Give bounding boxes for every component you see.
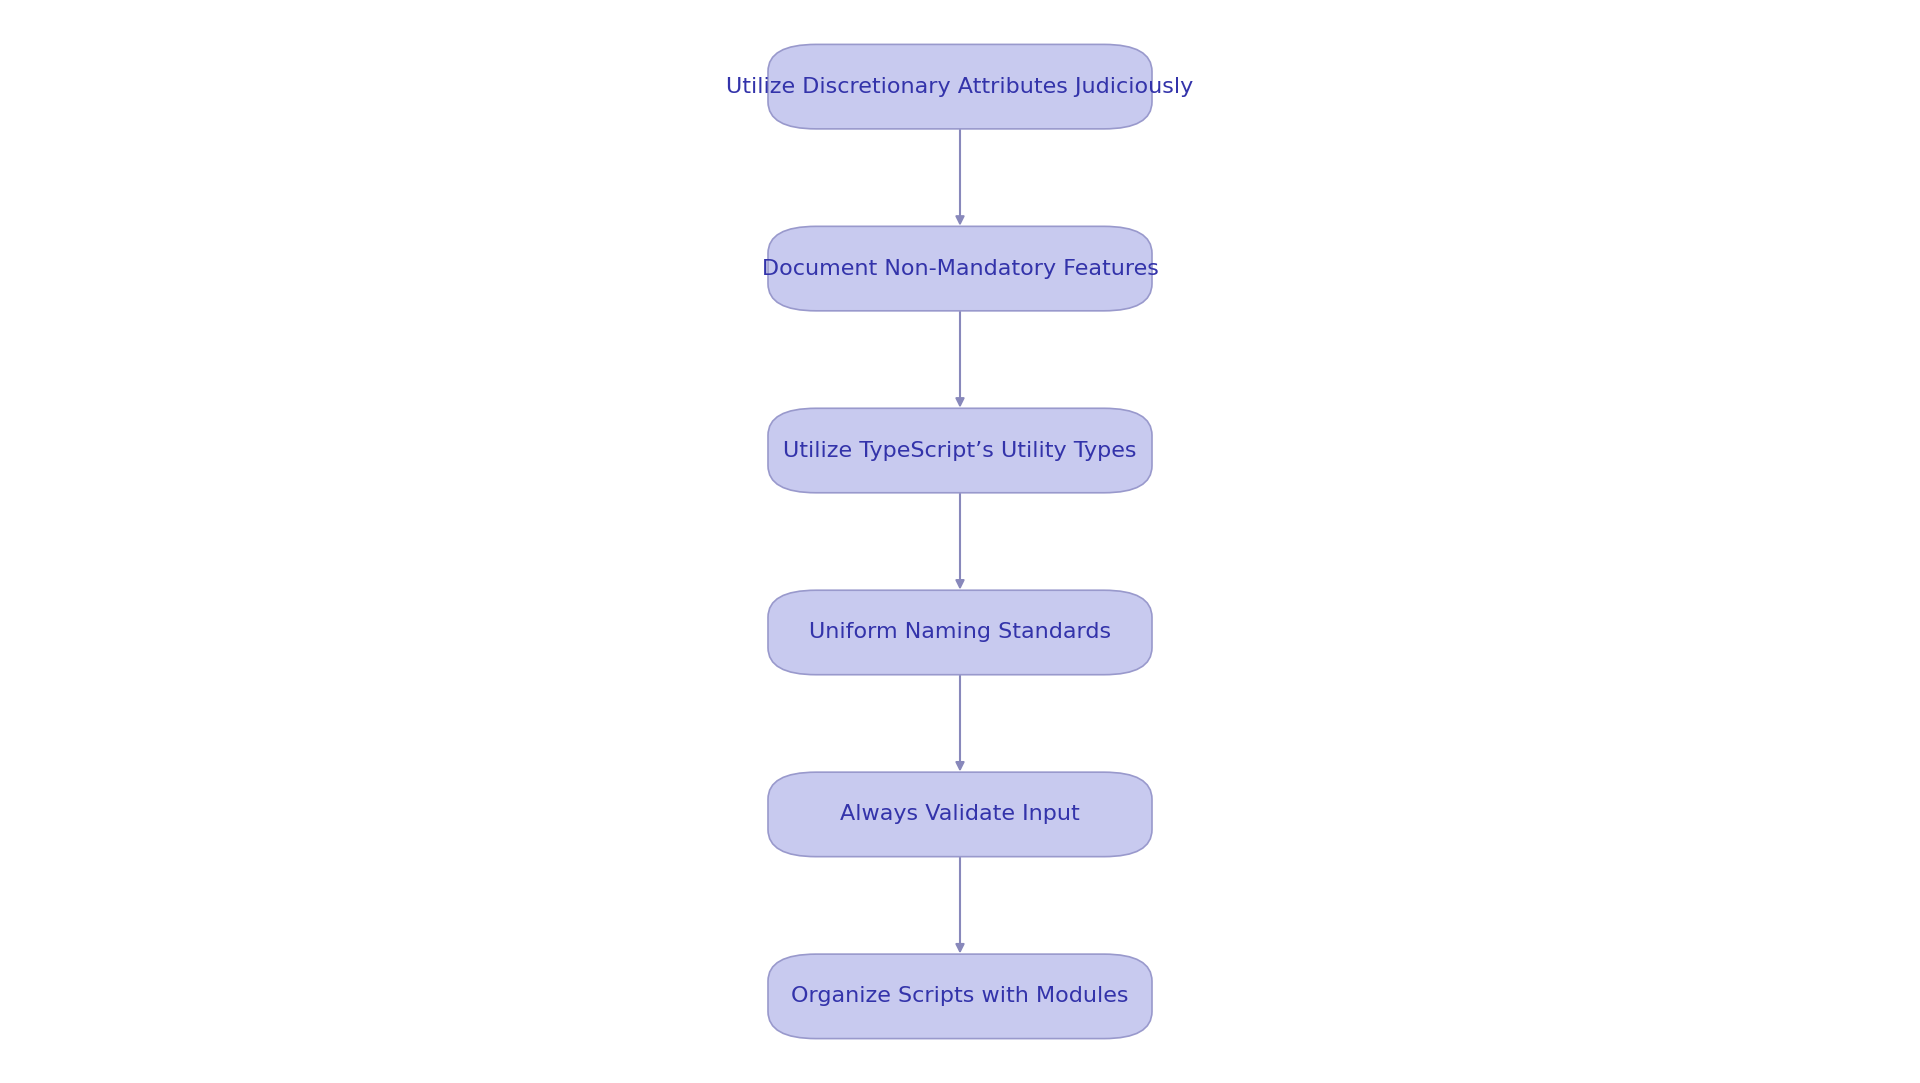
Text: Utilize Discretionary Attributes Judiciously: Utilize Discretionary Attributes Judicio… (726, 77, 1194, 96)
Text: Document Non-Mandatory Features: Document Non-Mandatory Features (762, 259, 1158, 278)
FancyBboxPatch shape (768, 590, 1152, 675)
FancyBboxPatch shape (768, 954, 1152, 1039)
FancyBboxPatch shape (768, 226, 1152, 311)
Text: Uniform Naming Standards: Uniform Naming Standards (808, 623, 1112, 642)
Text: Organize Scripts with Modules: Organize Scripts with Modules (791, 987, 1129, 1006)
Text: Utilize TypeScript’s Utility Types: Utilize TypeScript’s Utility Types (783, 441, 1137, 460)
FancyBboxPatch shape (768, 44, 1152, 129)
Text: Always Validate Input: Always Validate Input (841, 805, 1079, 824)
FancyBboxPatch shape (768, 408, 1152, 493)
FancyBboxPatch shape (768, 772, 1152, 857)
